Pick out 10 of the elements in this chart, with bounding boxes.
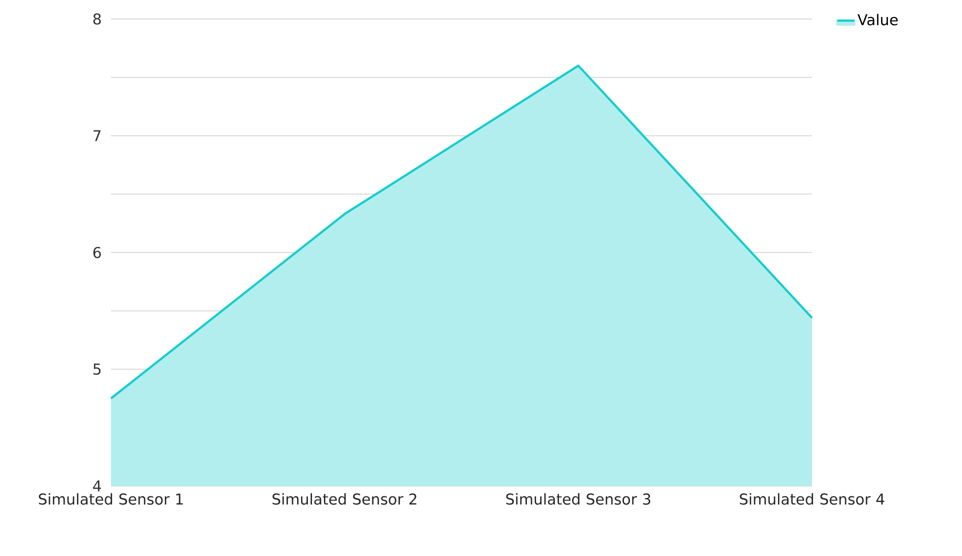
- y-tick-label: 8: [93, 13, 101, 25]
- x-tick-label: Simulated Sensor 3: [506, 493, 650, 505]
- y-tick-label: 4: [93, 480, 101, 492]
- x-tick-label: Simulated Sensor 2: [272, 493, 416, 505]
- legend-label: Value: [858, 14, 898, 26]
- y-tick-label: 6: [93, 246, 101, 258]
- y-tick-label: 7: [94, 130, 101, 142]
- x-tick-label: Simulated Sensor 1: [38, 493, 183, 505]
- x-tick-label: Simulated Sensor 4: [740, 493, 884, 505]
- y-tick-label: 5: [93, 364, 101, 375]
